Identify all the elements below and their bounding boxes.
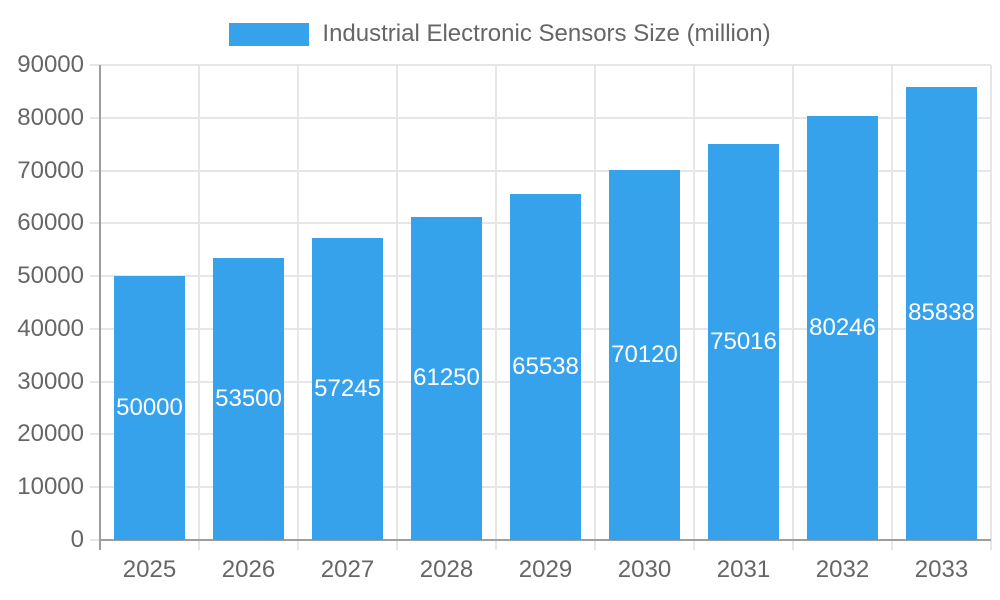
bar-value-label: 53500: [215, 384, 282, 412]
x-axis-label: 2028: [419, 556, 474, 583]
y-axis-label: 90000: [17, 51, 84, 78]
x-axis-label: 2029: [518, 556, 573, 583]
y-tick-mark: [90, 486, 100, 489]
y-axis-label: 70000: [17, 156, 84, 184]
x-axis-label: 2027: [320, 556, 375, 583]
bar-value-label: 61250: [413, 364, 480, 392]
y-axis-label: 10000: [17, 473, 84, 501]
x-tick-mark: [297, 540, 299, 550]
x-tick-mark: [396, 540, 398, 550]
bar-value-label: 50000: [116, 394, 183, 422]
x-tick-mark: [891, 540, 893, 550]
y-tick-mark: [90, 169, 100, 172]
x-tick-mark: [594, 540, 596, 550]
x-axis-label: 2026: [221, 556, 276, 583]
bar[interactable]: 80246: [807, 116, 878, 540]
bar-value-label: 85838: [908, 299, 975, 327]
y-tick-mark: [90, 380, 100, 383]
y-axis-label: 30000: [17, 367, 84, 395]
bar[interactable]: 50000: [114, 276, 185, 540]
x-gridline: [693, 65, 695, 540]
legend-swatch[interactable]: [229, 22, 310, 46]
bar-value-label: 57245: [314, 374, 381, 402]
y-axis-line: [99, 65, 101, 550]
y-gridline: [100, 169, 991, 172]
x-gridline: [792, 65, 794, 540]
x-axis-label: 2030: [617, 556, 672, 583]
x-gridline: [594, 65, 596, 540]
x-gridline: [891, 65, 893, 540]
x-gridline: [297, 65, 299, 540]
y-tick-mark: [90, 64, 100, 66]
x-tick-mark: [693, 540, 695, 550]
bar[interactable]: 57245: [312, 237, 383, 540]
bar[interactable]: 65538: [510, 194, 581, 540]
bar-value-label: 80246: [809, 314, 876, 342]
x-tick-mark: [495, 540, 497, 550]
y-tick-mark: [90, 327, 100, 330]
bar[interactable]: 75016: [708, 144, 779, 540]
y-axis-label: 80000: [17, 103, 84, 131]
x-axis-label: 2031: [716, 556, 771, 583]
y-axis-label: 60000: [17, 209, 84, 237]
bar-value-label: 70120: [611, 340, 678, 368]
bar[interactable]: 61250: [411, 216, 482, 540]
x-tick-mark: [792, 540, 794, 550]
y-tick-mark: [90, 433, 100, 436]
x-axis-label: 2032: [815, 556, 870, 583]
x-gridline: [495, 65, 497, 540]
y-tick-mark: [90, 222, 100, 225]
x-tick-mark: [198, 540, 200, 550]
y-tick-mark: [90, 116, 100, 119]
y-axis-label: 50000: [17, 262, 84, 290]
x-gridline: [396, 65, 398, 540]
y-axis-label: 20000: [17, 420, 84, 448]
bar[interactable]: 70120: [609, 169, 680, 540]
bar-value-label: 65538: [512, 353, 579, 381]
y-tick-mark: [90, 275, 100, 278]
x-tick-mark: [990, 540, 992, 550]
y-axis-label: 40000: [17, 314, 84, 342]
bar[interactable]: 85838: [906, 86, 977, 540]
y-gridline: [100, 116, 991, 119]
x-gridline: [198, 65, 200, 540]
bar-value-label: 75016: [710, 328, 777, 356]
y-gridline: [100, 64, 991, 66]
y-tick-mark: [90, 539, 100, 541]
legend: Industrial Electronic Sensors Size (mill…: [0, 20, 1000, 48]
legend-label[interactable]: Industrial Electronic Sensors Size (mill…: [322, 20, 771, 47]
y-axis-label: 0: [70, 526, 84, 553]
x-axis-line: [100, 539, 991, 541]
x-axis-label: 2025: [122, 556, 177, 583]
bar[interactable]: 53500: [213, 257, 284, 540]
x-axis-label: 2033: [914, 556, 969, 583]
x-gridline: [990, 65, 992, 540]
